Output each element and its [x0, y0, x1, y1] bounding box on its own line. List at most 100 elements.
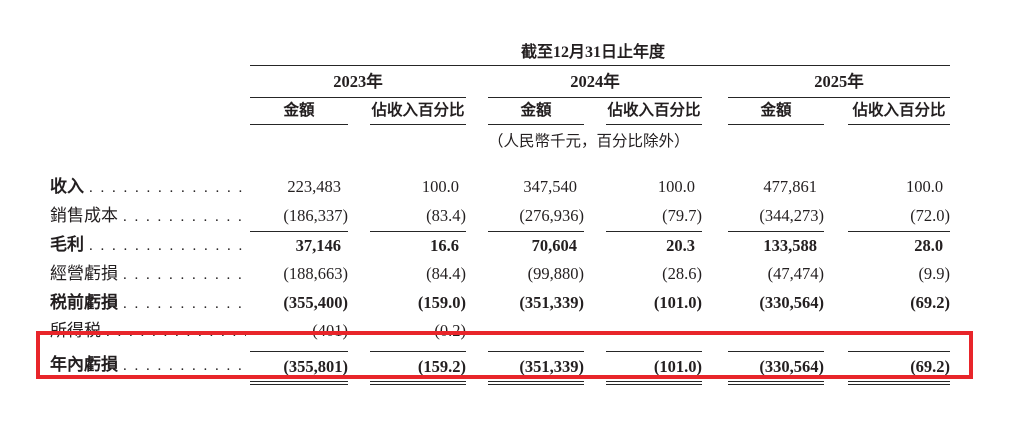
spacer [824, 98, 848, 125]
value-cell: (28.6) [662, 264, 702, 283]
pct-column-header-2025: 佔收入百分比 [848, 97, 951, 125]
value-cell: (79.7) [606, 202, 702, 232]
row-label: 銷售成本 [50, 206, 118, 225]
dot-leader [89, 232, 246, 260]
spacer [824, 289, 848, 318]
table-row-gross-profit: 毛利 37,146 16.6 70,604 20.3 133,588 28.0 [50, 231, 950, 260]
spacer [466, 351, 488, 385]
value-cell: (401) [312, 321, 348, 340]
row-label: 所得税 [50, 321, 101, 340]
value-cell: (69.2) [910, 293, 951, 312]
spacer [824, 260, 848, 289]
spacer [348, 318, 370, 351]
spacer [466, 289, 488, 318]
financial-summary-table: 截至12月31日止年度 2023年 2024年 2025年 金額 佔收入百分比 … [50, 38, 951, 385]
spacer [824, 173, 848, 202]
spacer [348, 202, 370, 231]
spacer [584, 260, 606, 289]
row-label: 經營虧損 [50, 264, 118, 283]
spacer [702, 173, 728, 202]
value-cell: (69.2) [848, 350, 951, 385]
value-cell: (0.2) [434, 321, 466, 340]
value-cell: (47,474) [767, 264, 824, 283]
table-row-loss-before-tax: 税前虧損 (355,400) (159.0) (351,339) (101.0)… [50, 289, 950, 318]
spacer [466, 260, 488, 289]
value-cell: (330,564) [759, 293, 824, 312]
value-cell: 477,861 [763, 177, 817, 196]
table-row-loss-for-year: 年內虧損 (355,801) (159.2) (351,339) (101.0)… [50, 350, 951, 385]
value-cell: (188,663) [283, 264, 348, 283]
spacer [348, 289, 370, 318]
period-title-row: 截至12月31日止年度 [50, 38, 951, 66]
spacer [584, 289, 606, 318]
spacer [466, 318, 488, 351]
value-cell: (101.0) [653, 293, 702, 312]
unit-note-row: （人民幣千元，百分比除外） [50, 125, 950, 152]
value-cell: – [568, 321, 577, 340]
pct-column-header-2024: 佔收入百分比 [606, 97, 702, 125]
spacer [50, 98, 250, 125]
table-row-operating-loss: 經營虧損 (188,663) (84.4) (99,880) (28.6) (4… [50, 260, 950, 289]
spacer [702, 318, 728, 351]
spacer [50, 66, 250, 98]
row-label: 年內虧損 [50, 355, 118, 374]
spacer [50, 125, 488, 152]
spacer [702, 98, 728, 125]
double-rule [370, 380, 466, 385]
table-row-revenue: 收入 223,483 100.0 347,540 100.0 477,861 1… [50, 173, 950, 202]
value-cell: (351,339) [488, 350, 584, 385]
value-cell: 70,604 [531, 235, 577, 255]
amount-column-header-2024: 金額 [488, 97, 584, 125]
spacer [584, 351, 606, 385]
value-cell: 223,483 [287, 177, 341, 196]
table-row-income-tax: 所得税 (401) (0.2) – – – – [50, 318, 950, 351]
unit-note: （人民幣千元，百分比除外） [488, 133, 690, 150]
spacer [348, 351, 370, 385]
value-cell: – [686, 321, 695, 340]
value-cell: (330,564) [728, 350, 824, 385]
value-cell: (351,339) [519, 293, 584, 312]
pct-column-header-2023: 佔收入百分比 [370, 97, 466, 125]
value-cell: (355,801) [250, 350, 348, 385]
spacer [584, 173, 606, 202]
spacer [702, 289, 728, 318]
value-cell: 133,588 [763, 235, 817, 255]
dot-leader [123, 290, 246, 318]
row-label: 毛利 [50, 235, 84, 254]
value-cell: 16.6 [430, 235, 459, 255]
row-label: 税前虧損 [50, 293, 118, 312]
dot-leader [123, 352, 246, 380]
amount-column-header-2023: 金額 [250, 97, 348, 125]
value-cell: (99,880) [527, 264, 584, 283]
value-cell: (186,337) [250, 202, 348, 232]
year-header-row: 2023年 2024年 2025年 [50, 65, 951, 98]
value-cell: 100.0 [657, 177, 695, 196]
spacer [584, 202, 606, 231]
row-label: 收入 [50, 177, 84, 196]
spacer [702, 351, 728, 385]
spacer [702, 231, 728, 260]
column-header-row: 金額 佔收入百分比 金額 佔收入百分比 金額 佔收入百分比 [50, 97, 951, 125]
dot-leader [123, 203, 246, 231]
value-cell: (159.0) [417, 293, 466, 312]
spacer-row [50, 151, 950, 173]
double-rule [848, 380, 951, 385]
value-cell: (355,400) [283, 293, 348, 312]
value-cell: (159.2) [370, 350, 466, 385]
value-cell: – [808, 321, 817, 340]
spacer [702, 260, 728, 289]
spacer [584, 318, 606, 351]
value-cell: (9.9) [918, 264, 951, 283]
double-rule [488, 380, 584, 385]
value-cell: 347,540 [523, 177, 577, 196]
value-cell: 37,146 [295, 235, 341, 255]
value-cell: (344,273) [728, 202, 824, 232]
year-header-2023: 2023年 [250, 65, 466, 98]
dot-leader [123, 261, 246, 289]
value-cell: 28.0 [914, 235, 944, 255]
spacer [466, 66, 488, 98]
spacer [466, 202, 488, 231]
year-header-2024: 2024年 [488, 65, 702, 98]
value-cell: (72.0) [848, 202, 951, 232]
